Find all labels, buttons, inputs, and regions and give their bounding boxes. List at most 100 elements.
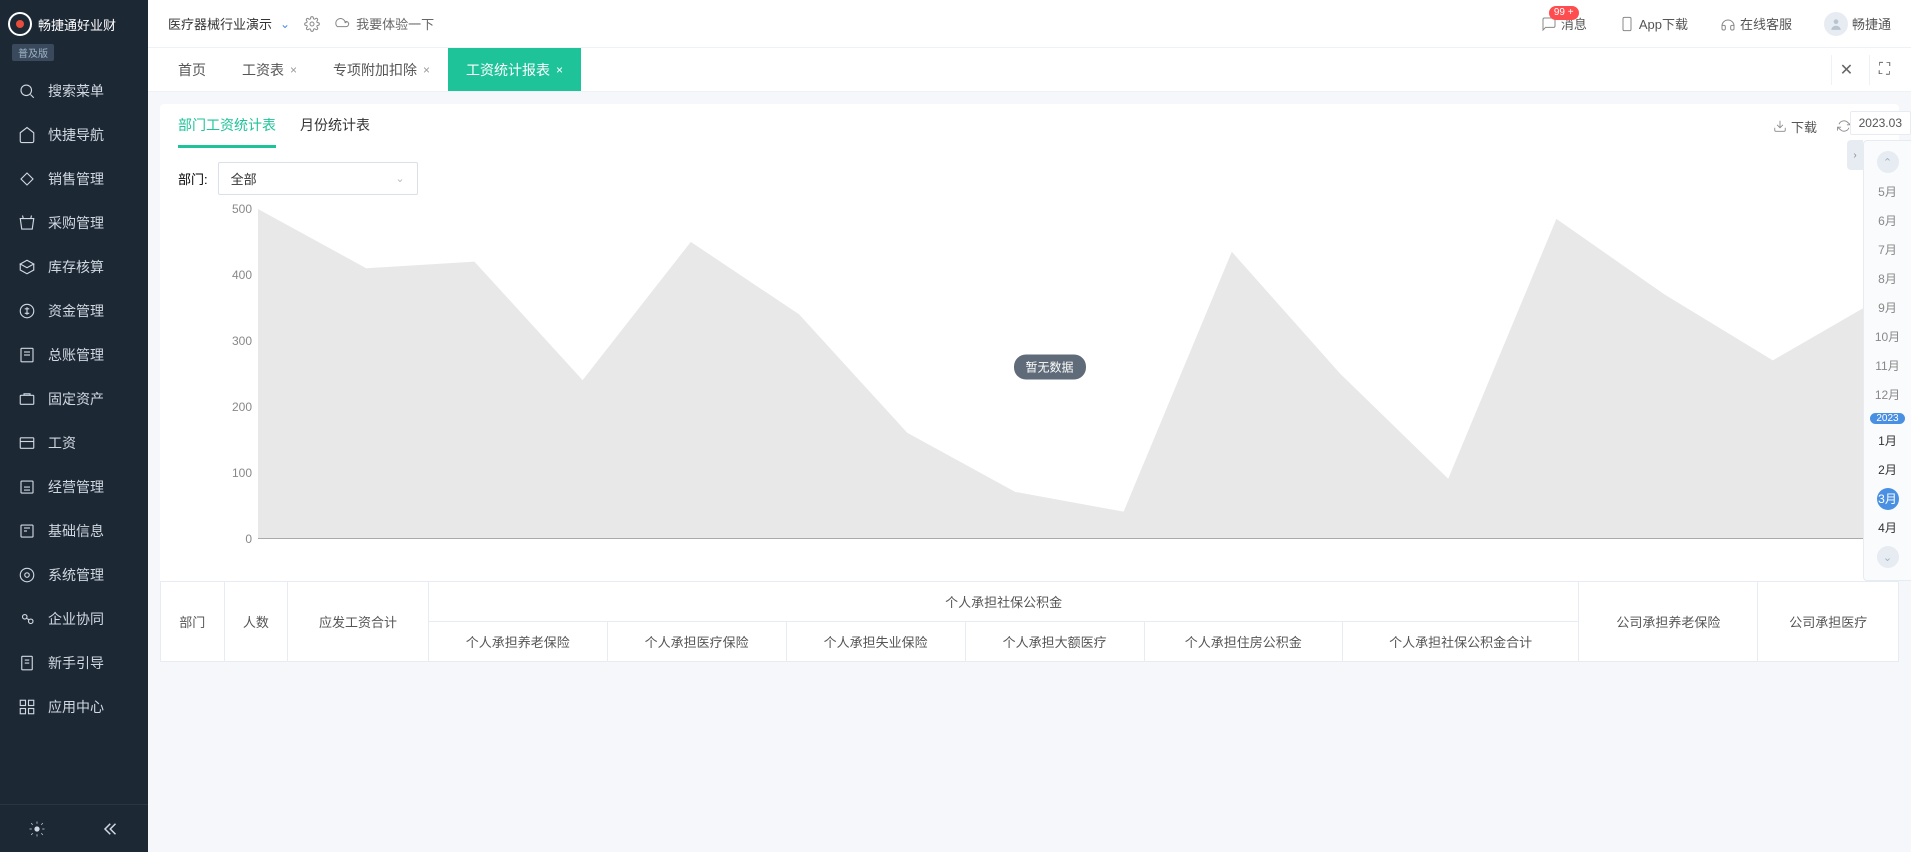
content-area: 部门工资统计表月份统计表 下载 刷新 部门: 全部 ⌄ [148,92,1911,852]
tag-icon [18,170,36,188]
home-icon [18,126,36,144]
sub-tabs-row: 部门工资统计表月份统计表 下载 刷新 [160,104,1899,148]
user-menu[interactable]: 畅捷通 [1824,12,1891,36]
sidebar-footer [0,804,148,852]
tab-3[interactable]: 工资统计报表× [448,48,581,91]
brand-icon [8,12,32,36]
timeline-month[interactable]: 10月 [1864,322,1911,351]
nav-label: 应用中心 [48,697,104,717]
nav-list: 搜索菜单快捷导航销售管理采购管理库存核算资金管理总账管理固定资产工资经营管理基础… [0,69,148,804]
nav-label: 系统管理 [48,565,104,585]
messages-button[interactable]: 消息 99 + [1541,14,1587,33]
collapse-icon[interactable] [74,805,148,852]
fullscreen-icon[interactable]: ⛶ [1869,55,1899,85]
nav-item-0[interactable]: 搜索菜单 [0,69,148,113]
nav-item-7[interactable]: 固定资产 [0,377,148,421]
info-icon [18,522,36,540]
dept-select[interactable]: 全部 ⌄ [218,162,418,195]
sub-tabs: 部门工资统计表月份统计表 [178,105,370,148]
customer-service-label: 在线客服 [1740,14,1792,33]
timeline-month[interactable]: 11月 [1864,351,1911,380]
settings-gear-icon[interactable] [0,805,74,852]
search-icon [18,82,36,100]
timeline-month[interactable]: 7月 [1864,235,1911,264]
tab-1[interactable]: 工资表× [224,48,315,91]
col-header: 部门 [161,582,225,662]
col-header: 个人承担医疗保险 [607,622,786,662]
col-header: 公司承担医疗 [1758,582,1899,662]
no-data-tooltip: 暂无数据 [1013,355,1085,380]
close-icon[interactable]: × [556,63,563,77]
box-icon [18,258,36,276]
chevron-down-icon: ⌄ [395,172,404,185]
nav-item-13[interactable]: 新手引导 [0,641,148,685]
timeline-down-icon[interactable]: ⌄ [1877,546,1899,568]
nav-item-12[interactable]: 企业协同 [0,597,148,641]
filter-row: 部门: 全部 ⌄ [160,148,1899,209]
sys-icon [18,566,36,584]
nav-item-1[interactable]: 快捷导航 [0,113,148,157]
chart-y-axis: 0100200300400500 [218,209,258,539]
col-header: 公司承担养老保险 [1579,582,1758,662]
chevron-down-icon: ⌄ [280,17,290,31]
nav-item-5[interactable]: 资金管理 [0,289,148,333]
nav-item-14[interactable]: 应用中心 [0,685,148,729]
timeline-up-icon[interactable]: ⌃ [1877,151,1899,173]
nav-item-3[interactable]: 采购管理 [0,201,148,245]
try-demo-button[interactable]: 我要体验一下 [334,14,434,33]
guide-icon [18,654,36,672]
sub-tab-1[interactable]: 月份统计表 [300,105,370,148]
dept-select-value: 全部 [231,169,257,188]
timeline-month[interactable]: 12月 [1864,380,1911,409]
col-header: 个人承担住房公积金 [1144,622,1342,662]
y-tick: 300 [232,334,252,348]
nav-item-9[interactable]: 经营管理 [0,465,148,509]
y-tick: 500 [232,202,252,216]
col-group-header: 个人承担社保公积金 [428,582,1579,622]
col-header: 个人承担失业保险 [786,622,965,662]
app-download-button[interactable]: App下载 [1619,14,1688,33]
close-icon[interactable]: × [423,63,430,77]
org-selector[interactable]: 医疗器械行业演示 ⌄ [168,14,290,33]
nav-item-2[interactable]: 销售管理 [0,157,148,201]
timeline-month[interactable]: 4月 [1864,513,1911,542]
org-settings-button[interactable] [304,16,320,32]
timeline-month[interactable]: 5月 [1864,177,1911,206]
salary-chart: 0100200300400500 暂无数据 [218,209,1881,539]
y-tick: 0 [245,532,252,546]
col-header: 人数 [224,582,288,662]
timeline-month[interactable]: 1月 [1864,426,1911,455]
timeline-month[interactable]: 9月 [1864,293,1911,322]
sub-tab-0[interactable]: 部门工资统计表 [178,105,276,148]
close-all-tabs-icon[interactable]: ✕ [1831,55,1861,85]
brand-name: 畅捷通好业财 [38,15,116,34]
download-button[interactable]: 下载 [1773,117,1817,136]
timeline-month[interactable]: 3月 [1864,484,1911,513]
tab-2[interactable]: 专项附加扣除× [315,48,448,91]
nav-label: 经营管理 [48,477,104,497]
main: 医疗器械行业演示 ⌄ 我要体验一下 消息 99 + App下载 在线客服 畅捷通 [148,0,1911,852]
timeline-year-pill: 2023 [1870,413,1904,424]
nav-item-6[interactable]: 总账管理 [0,333,148,377]
timeline-toggle[interactable]: › [1847,140,1863,170]
dept-filter-label: 部门: [178,169,208,188]
nav-item-10[interactable]: 基础信息 [0,509,148,553]
timeline-month[interactable]: 6月 [1864,206,1911,235]
nav-item-8[interactable]: 工资 [0,421,148,465]
nav-label: 工资 [48,433,76,453]
customer-service-button[interactable]: 在线客服 [1720,14,1792,33]
nav-item-4[interactable]: 库存核算 [0,245,148,289]
timeline-month[interactable]: 2月 [1864,455,1911,484]
top-bar: 医疗器械行业演示 ⌄ 我要体验一下 消息 99 + App下载 在线客服 畅捷通 [148,0,1911,48]
y-tick: 100 [232,466,252,480]
brand-logo: 畅捷通好业财 [0,0,148,48]
salary-icon [18,434,36,452]
download-label: 下载 [1791,117,1817,136]
chart-container: 0100200300400500 暂无数据 [160,209,1899,563]
tab-0[interactable]: 首页 [160,48,224,91]
avatar-icon [1824,12,1848,36]
tab-bar-actions: ✕ ⛶ [1831,48,1911,91]
close-icon[interactable]: × [290,63,297,77]
nav-item-11[interactable]: 系统管理 [0,553,148,597]
timeline-month[interactable]: 8月 [1864,264,1911,293]
